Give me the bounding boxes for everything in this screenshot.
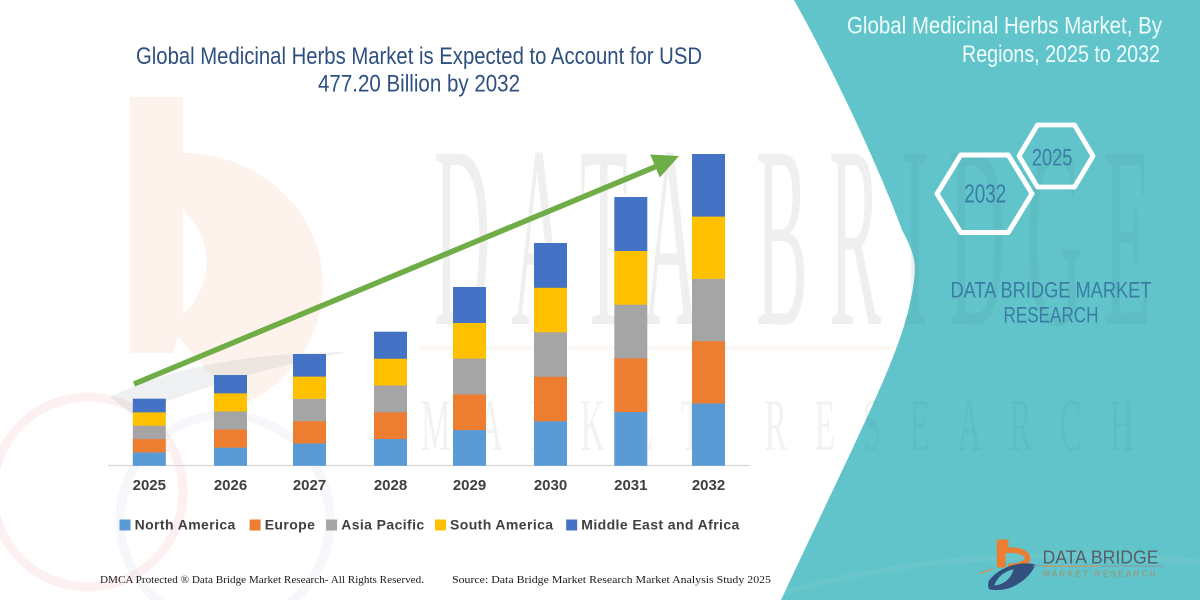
svg-text:2026: 2026 (214, 477, 247, 494)
svg-text:Asia Pacific: Asia Pacific (341, 517, 424, 533)
svg-text:2032: 2032 (692, 477, 725, 494)
svg-text:2027: 2027 (293, 477, 326, 494)
svg-text:2031: 2031 (614, 477, 647, 494)
svg-text:North America: North America (135, 517, 236, 533)
svg-text:2025: 2025 (1032, 144, 1073, 171)
svg-text:DATA BRIDGE MARKET: DATA BRIDGE MARKET (951, 278, 1152, 303)
svg-text:Global Medicinal Herbs Market: Global Medicinal Herbs Market is Expecte… (136, 43, 702, 70)
svg-text:Global Medicinal Herbs Market,: Global Medicinal Herbs Market, By (847, 13, 1163, 40)
svg-text:South America: South America (450, 517, 553, 533)
svg-text:Middle East and Africa: Middle East and Africa (581, 517, 739, 533)
svg-text:Source: Data Bridge Market Res: Source: Data Bridge Market Research Mark… (452, 574, 772, 586)
svg-text:Regions, 2025 to 2032: Regions, 2025 to 2032 (962, 41, 1160, 68)
svg-text:2029: 2029 (453, 477, 486, 494)
svg-text:477.20 Billion by 2032: 477.20 Billion by 2032 (318, 71, 520, 98)
svg-text:Europe: Europe (265, 517, 316, 533)
svg-text:2028: 2028 (374, 477, 407, 494)
svg-text:2025: 2025 (133, 477, 166, 494)
svg-text:MARKET RESEARCH: MARKET RESEARCH (1043, 570, 1158, 579)
svg-text:DMCA Protected ® Data Bridge M: DMCA Protected ® Data Bridge Market Rese… (100, 574, 424, 586)
svg-text:2032: 2032 (964, 181, 1006, 209)
svg-text:DATA BRIDGE: DATA BRIDGE (1043, 547, 1159, 568)
svg-text:RESEARCH: RESEARCH (1004, 303, 1099, 328)
svg-text:2030: 2030 (534, 477, 567, 494)
